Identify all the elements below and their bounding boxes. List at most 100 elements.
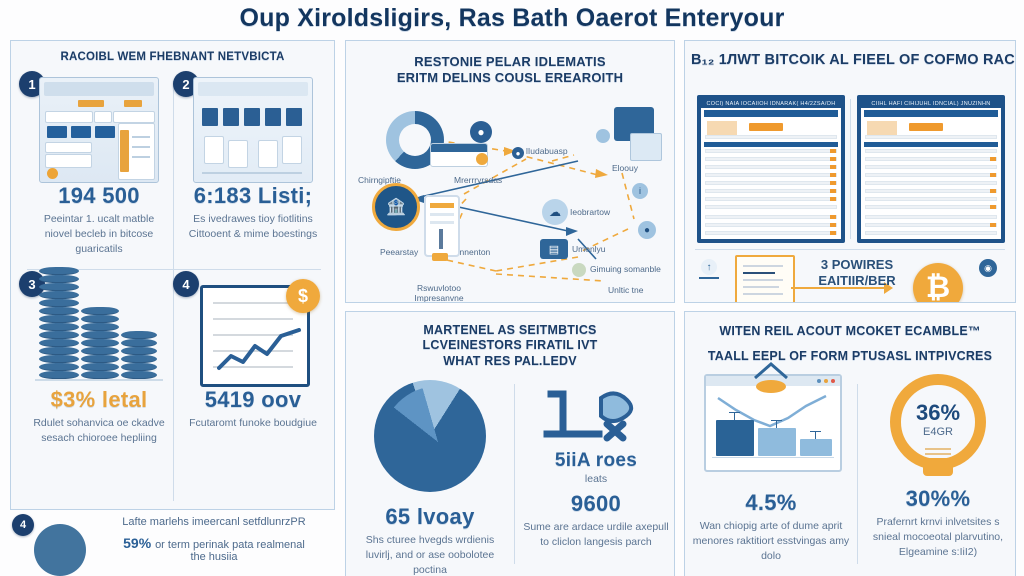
bulb-percent: 36% [915, 400, 961, 425]
eye-icon: ◉ [979, 259, 997, 277]
coin-disc [39, 323, 79, 331]
document-card-left[interactable] [697, 95, 845, 243]
left-horizontal-divider [27, 269, 321, 270]
analysis-left-stat: 4.5% [745, 490, 797, 515]
user-circle-node: ● [470, 121, 492, 143]
coin-stacks-chart [31, 267, 167, 387]
market-heading-line-2: LCVEINESTORS FIRATIL IVT [422, 338, 598, 353]
panel-network-diagram: RESTONIE PELAR IDLEMATIS ERITM DELINS CO… [345, 40, 675, 303]
network-diagram: Chirngipftie ● Mrerrryrsdas ● lIudabuasp… [346, 99, 674, 302]
flow-arrow-line [791, 287, 885, 289]
note-icon [735, 255, 795, 302]
node-label-10: Eloouy [612, 163, 638, 173]
left-item-1-caption: Peeintar 1. ucalt matble niovel becleb i… [43, 213, 155, 256]
market-stat-1: 5iiA roes [554, 450, 638, 471]
documents-divider [850, 99, 851, 239]
coin-disc [39, 371, 79, 379]
coin-disc [39, 355, 79, 363]
growth-chart-icon [543, 390, 634, 442]
document-right-caption: CIIHL HAFI CIHIJUHL IDNCIAL) JNUZINHN [871, 101, 991, 107]
market-heading-line-1: MARTENEL AS SEITMBTICS [423, 323, 597, 337]
left-vertical-divider [173, 81, 174, 501]
left-item-2-caption: Es ivedrawes tioy fiotlitins Cittooent &… [188, 213, 318, 241]
market-left-block: 65 lvoay Shs cturee hvegds wrdienis luvi… [346, 380, 514, 576]
node-label-4: Umonlyu [572, 244, 606, 254]
coin-disc [39, 363, 79, 371]
analysis-right-stat: 30%% [905, 486, 971, 511]
analysis-right-block: 36% E4GR 30%% Prafernrt krnvi inlvetsite… [859, 374, 1015, 561]
footer-line-3: the husiia [190, 551, 238, 563]
bitcoin-coin-icon: $ [286, 279, 320, 313]
analysis-left-caption: Wan chiopig arte of dume aprit menores r… [692, 520, 850, 563]
coin-disc [81, 347, 119, 355]
coin-disc [39, 291, 79, 299]
left-footer-item: 4 Lafte marlehs imeercanl setfdlunrzPR 5… [8, 512, 338, 576]
flow-arrow-head [884, 282, 893, 294]
coin-disc [39, 339, 79, 347]
left-item-4-caption: Fcutaromt funoke boudgiue [189, 417, 317, 429]
market-right-caption: Sume are ardace urdile axepull to cliclo… [523, 521, 669, 549]
info-node: i [632, 183, 648, 199]
coin-disc [121, 331, 157, 339]
leaf-node [572, 263, 586, 277]
footer-number: 59% [123, 535, 152, 551]
flow-divider [695, 249, 1005, 250]
trend-line-icon [217, 328, 301, 370]
analysis-left-block: 4.5% Wan chiopig arte of dume aprit meno… [685, 362, 857, 565]
analysis-heading-line-2: TAALL EEPL OF FORM PTUSASL INTPIVCRES [707, 349, 993, 364]
cloud-node: ☁ [542, 199, 568, 225]
documents-heading: B₁₂ 1ЛWT BITCOIK AL FIEEL OF COFMO RACZC… [691, 52, 1015, 68]
badge-footer-4: 4 [12, 514, 34, 536]
market-right-block: 5iiA roes leats 9600 Sume are ardace urd… [516, 380, 674, 551]
node-label-1: Mrerrryrsdas [454, 175, 503, 185]
magnifier-icon [754, 362, 788, 380]
left-item-2: 6:183 Listi; Es ivedrawes tioy fiotlitin… [177, 73, 329, 242]
network-heading-line-2: ERITM DELINS COUSL EREAROITH [396, 69, 624, 85]
hub-node: ● [512, 147, 524, 159]
coin-disc [121, 339, 157, 347]
market-stat-2: 9600 [570, 491, 622, 517]
footer-circle-icon [34, 524, 86, 576]
document-node [630, 133, 662, 161]
node-label-9: Rswuvlotoo Impresanvne [414, 283, 464, 303]
market-divider [514, 384, 515, 564]
coin-disc [81, 363, 119, 371]
panel-left: RACOIBL WEM FHEBNANT NETVBICTA 1 [10, 40, 335, 510]
clipboard-trend-icon: $ [188, 275, 320, 387]
left-item-3-caption: Rdulet sohanvica oe ckadve sesach chioro… [33, 417, 165, 445]
analytics-line-chart [717, 394, 827, 428]
badge-4: 4 [173, 271, 199, 297]
arrow-down-icon [432, 253, 448, 261]
footer-line-1: Lafte marlehs imeercanl setfdlunrzPR [122, 516, 306, 528]
node-label-0: Chirngipftie [358, 175, 401, 185]
bank-node: 🏦 [372, 183, 420, 231]
coin-disc [39, 347, 79, 355]
coin-disc [39, 307, 79, 315]
coin-disc [39, 275, 79, 283]
coin-disc [81, 339, 119, 347]
coin-disc [81, 371, 119, 379]
flow-text-line-1: 3 POWIRES [820, 257, 894, 272]
lightbulb-icon: 36% E4GR [878, 374, 998, 478]
node-label-2: lIudabuasp [526, 146, 568, 156]
coin-disc [39, 283, 79, 291]
coin-disc [121, 371, 157, 379]
bitcoin-icon: ₿ [913, 263, 963, 302]
panel-market-stats: MARTENEL AS SEITMBTICS LCVEINESTORS FIRA… [345, 311, 675, 576]
coin-disc [39, 267, 79, 275]
node-label-5: Gimuing somanble [590, 264, 661, 274]
coin-disc [121, 347, 157, 355]
panel-documents: B₁₂ 1ЛWT BITCOIK AL FIEEL OF COFMO RACZC… [684, 40, 1016, 303]
coin-disc [39, 331, 79, 339]
node-label-7: Peearstay [380, 247, 419, 257]
node-label-3: Ieobrartow [570, 207, 611, 217]
page-title: Oup Xiroldsligirs, Ras Bath Oaerot Enter… [239, 4, 785, 32]
left-item-3: $3% letal Rdulet sohanvica oe ckadve ses… [23, 267, 175, 446]
coin-disc [81, 323, 119, 331]
coin-disc [121, 363, 157, 371]
flow-text-line-2: EAITIIR/BER [818, 273, 896, 289]
document-card-right[interactable] [857, 95, 1005, 243]
coin-disc [81, 315, 119, 323]
market-stat-1-sub: leats [584, 473, 608, 485]
